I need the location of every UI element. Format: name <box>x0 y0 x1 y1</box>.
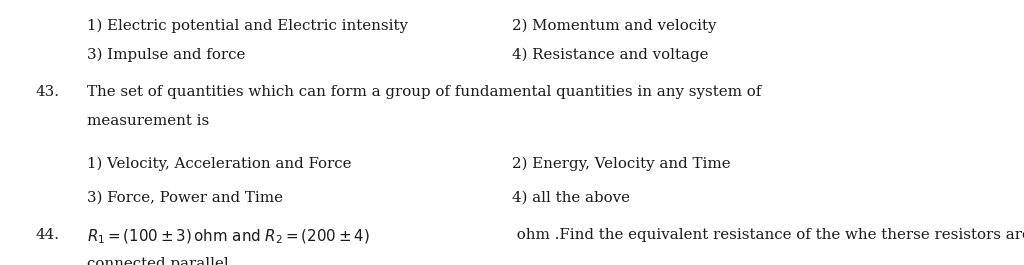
Text: measurement is: measurement is <box>87 114 209 128</box>
Text: connected parallel: connected parallel <box>87 257 228 265</box>
Text: The set of quantities which can form a group of fundamental quantities in any sy: The set of quantities which can form a g… <box>87 85 762 99</box>
Text: 2) Energy, Velocity and Time: 2) Energy, Velocity and Time <box>512 156 731 171</box>
Text: 44.: 44. <box>36 228 59 242</box>
Text: $R_1 =(100\pm3)\,\mathrm{ohm\ and}\ R_2 =(200\pm4)$: $R_1 =(100\pm3)\,\mathrm{ohm\ and}\ R_2 … <box>87 228 370 246</box>
Text: 2) Momentum and velocity: 2) Momentum and velocity <box>512 19 717 33</box>
Text: 3) Force, Power and Time: 3) Force, Power and Time <box>87 191 283 205</box>
Text: 1) Electric potential and Electric intensity: 1) Electric potential and Electric inten… <box>87 19 408 33</box>
Text: 4) Resistance and voltage: 4) Resistance and voltage <box>512 48 709 62</box>
Text: 43.: 43. <box>36 85 59 99</box>
Text: 4) all the above: 4) all the above <box>512 191 630 205</box>
Text: 1) Velocity, Acceleration and Force: 1) Velocity, Acceleration and Force <box>87 156 351 171</box>
Text: ohm .Find the equivalent resistance of the whe therse resistors are: ohm .Find the equivalent resistance of t… <box>512 228 1024 242</box>
Text: 3) Impulse and force: 3) Impulse and force <box>87 48 246 62</box>
